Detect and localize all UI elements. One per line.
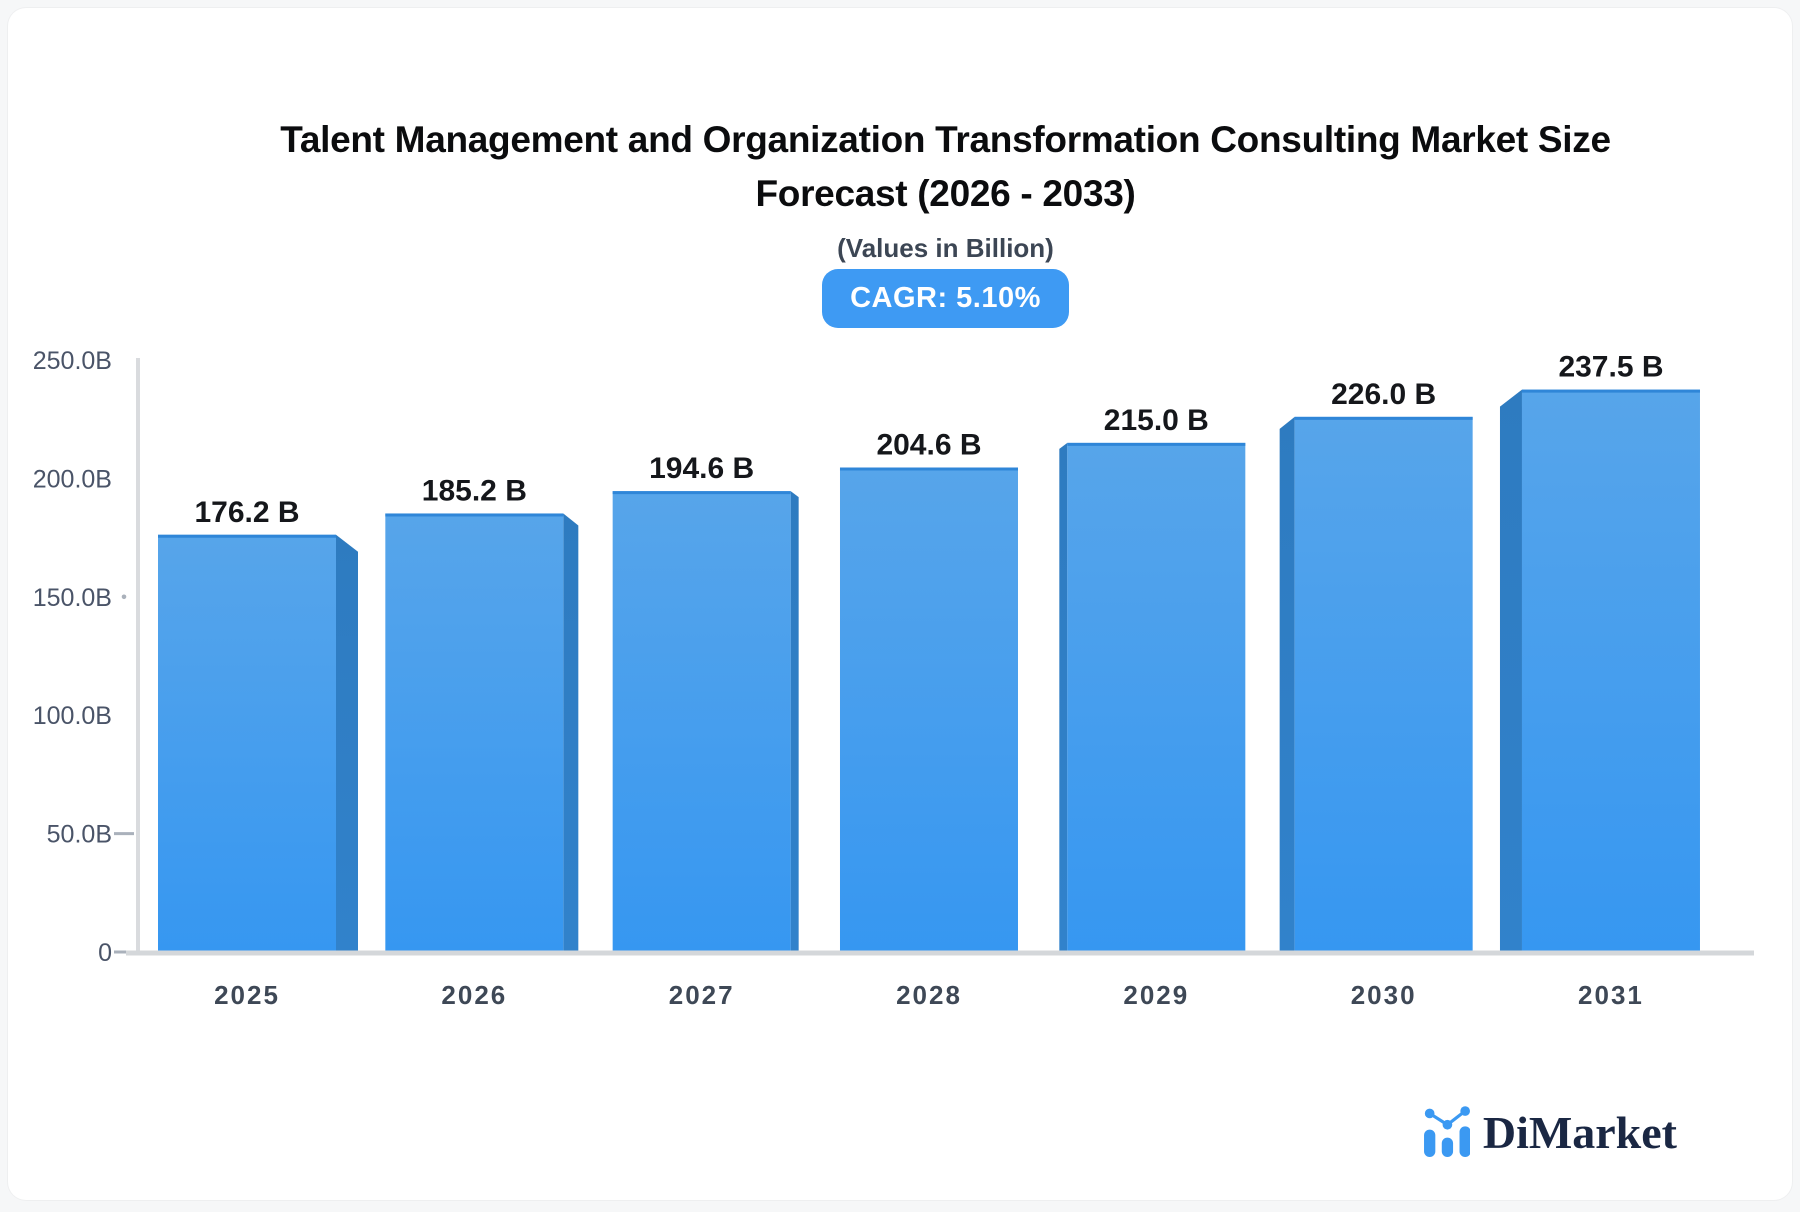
x-axis-label-2031: 2031 xyxy=(1578,980,1644,1010)
bar-2029 xyxy=(1067,442,1246,952)
bar-value-label: 226.0 B xyxy=(1331,378,1436,411)
bar-side-2029 xyxy=(1059,442,1068,952)
bar-2031 xyxy=(1521,389,1700,953)
bar-side-2025 xyxy=(336,534,358,952)
y-axis-label: 200.0B xyxy=(33,465,112,493)
x-axis-label-2026: 2026 xyxy=(441,980,507,1010)
chart-header: Talent Management and Organization Trans… xyxy=(138,113,1753,328)
y-axis-label: 150.0B xyxy=(33,584,112,612)
x-axis-label-2028: 2028 xyxy=(896,980,962,1010)
bar-value-label: 215.0 B xyxy=(1104,404,1209,437)
bar-2025 xyxy=(158,534,336,952)
bar-2026 xyxy=(385,513,564,952)
bar-value-label: 185.2 B xyxy=(422,474,527,507)
y-axis-tick xyxy=(121,594,127,600)
bar-chart: 250.0B 200.0B 150.0B 100.0B 50.0B 0 176.2 B 202… xyxy=(33,347,1754,1010)
brand-name: DiMarket xyxy=(1482,1106,1677,1158)
chart-title: Talent Management and Organization Trans… xyxy=(138,113,1753,221)
y-axis-label: 0 xyxy=(98,939,112,967)
x-axis-label-2027: 2027 xyxy=(669,980,735,1010)
bar-value-label: 194.6 B xyxy=(649,452,754,485)
chart-subtitle: (Values in Billion) xyxy=(837,233,1054,263)
x-axis-label-2025: 2025 xyxy=(214,980,280,1010)
bar-side-2030 xyxy=(1279,416,1295,952)
bar-value-label: 237.5 B xyxy=(1558,351,1663,384)
bar-value-label: 176.2 B xyxy=(194,496,299,529)
y-axis-label: 250.0B xyxy=(33,347,112,375)
y-axis-label: 100.0B xyxy=(33,702,112,730)
bar-value-label: 204.6 B xyxy=(876,429,981,462)
bar-2028 xyxy=(839,467,1018,952)
chart-title-line2: Forecast (2026 - 2033) xyxy=(755,173,1136,214)
bar-side-2027 xyxy=(790,491,799,952)
brand-logo: DiMarket xyxy=(1420,1100,1677,1164)
bar-line-chart-icon xyxy=(1423,1106,1470,1157)
bar-side-2026 xyxy=(563,513,579,952)
cagr-badge: CAGR: 5.10% xyxy=(822,269,1069,328)
chart-title-line1: Talent Management and Organization Trans… xyxy=(280,119,1611,160)
chart-card: 250.0B 200.0B 150.0B 100.0B 50.0B 0 176.2 B 202… xyxy=(8,8,1792,1200)
x-axis-label-2030: 2030 xyxy=(1351,980,1417,1010)
y-axis-label: 50.0B xyxy=(47,821,112,849)
x-axis-label-2029: 2029 xyxy=(1123,980,1189,1010)
bar-2030 xyxy=(1294,416,1473,952)
bar-side-2031 xyxy=(1499,389,1522,953)
bar-2027 xyxy=(612,491,791,952)
